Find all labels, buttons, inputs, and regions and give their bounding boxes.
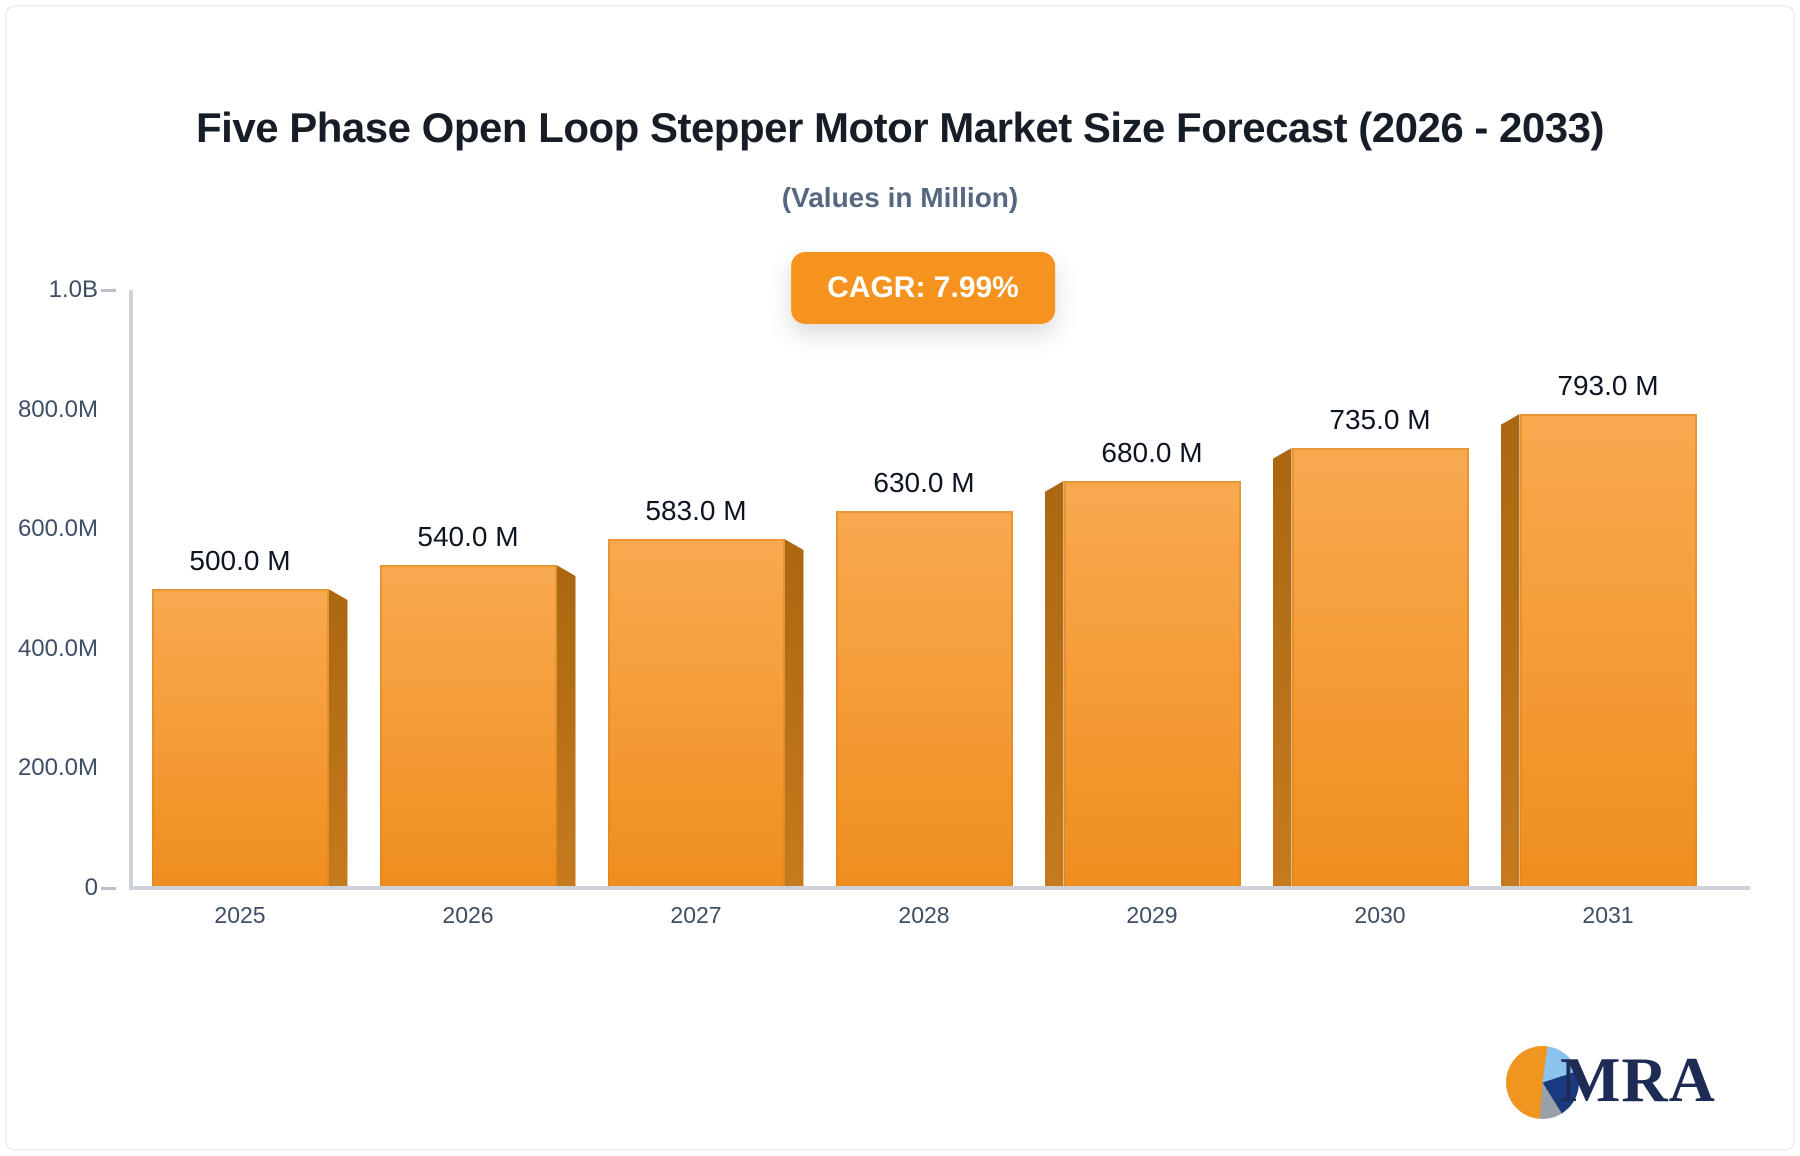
- bar-value-label: 630.0 M: [873, 467, 975, 498]
- bar-value-label: 680.0 M: [1101, 437, 1203, 468]
- y-tick-label: 400.0M: [17, 634, 98, 662]
- x-tick-label: 2030: [1354, 902, 1406, 928]
- bar-2031: [1519, 414, 1697, 888]
- x-tick-label: 2029: [1126, 902, 1178, 928]
- bar-value-label: 583.0 M: [645, 495, 747, 526]
- y-tick-mark: [101, 288, 116, 292]
- y-tick-label: 1.0B: [48, 276, 98, 303]
- x-axis-baseline: [129, 886, 1750, 890]
- y-tick-label: 800.0M: [17, 395, 98, 423]
- chart-subtitle: (Values in Million): [781, 182, 1019, 213]
- x-tick-label: 2028: [898, 902, 950, 928]
- x-tick-label: 2031: [1582, 902, 1634, 928]
- x-tick-label: 2027: [670, 902, 722, 928]
- y-tick-label: 200.0M: [17, 754, 98, 782]
- bar-side-bevel: [328, 589, 348, 888]
- bar-2026: [379, 565, 557, 888]
- pie-chart-icon: [1506, 1046, 1579, 1119]
- bar-side-bevel: [1500, 414, 1520, 888]
- bar-value-label: 735.0 M: [1329, 404, 1431, 435]
- bar-2030: [1291, 448, 1469, 888]
- bar-value-label: 500.0 M: [189, 545, 291, 576]
- bar-side-bevel: [784, 539, 804, 888]
- mra-logo: MRA: [1506, 1040, 1766, 1124]
- bar-side-bevel: [1272, 448, 1292, 888]
- y-tick-label: 600.0M: [17, 515, 98, 543]
- bar-2028: [835, 511, 1013, 888]
- cagr-badge: CAGR: 7.99%: [791, 252, 1055, 324]
- x-tick-label: 2026: [442, 902, 494, 928]
- bar-2027: [607, 539, 785, 888]
- y-axis-line: [129, 290, 133, 888]
- bar-side-bevel: [556, 565, 576, 888]
- logo-text: MRA: [1560, 1044, 1716, 1115]
- chart-title: Five Phase Open Loop Stepper Motor Marke…: [196, 104, 1604, 151]
- bar-2025: [151, 589, 329, 888]
- bar-value-label: 793.0 M: [1557, 370, 1659, 401]
- y-tick-mark: [101, 886, 116, 890]
- bar-2029: [1063, 481, 1241, 888]
- x-tick-label: 2025: [214, 902, 266, 928]
- y-tick-label: 0: [84, 874, 98, 901]
- bar-side-bevel: [1044, 481, 1064, 888]
- bar-value-label: 540.0 M: [417, 521, 519, 552]
